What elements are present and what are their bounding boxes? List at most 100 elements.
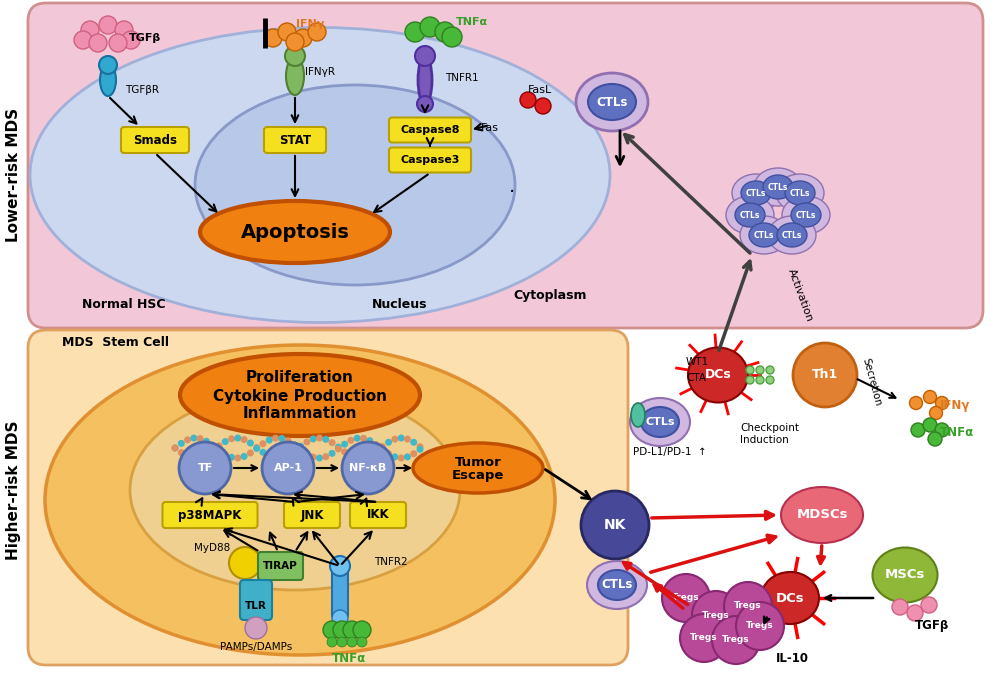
Circle shape: [278, 454, 285, 461]
Circle shape: [404, 454, 411, 460]
Circle shape: [259, 440, 266, 448]
Circle shape: [357, 637, 367, 647]
Text: TIRAP: TIRAP: [263, 561, 297, 571]
Circle shape: [190, 454, 197, 462]
FancyBboxPatch shape: [284, 502, 340, 528]
Text: TNFα: TNFα: [332, 652, 366, 665]
Circle shape: [222, 438, 229, 445]
Text: Tumor: Tumor: [455, 456, 501, 468]
Ellipse shape: [872, 547, 938, 603]
Ellipse shape: [630, 398, 690, 446]
Circle shape: [294, 29, 312, 47]
Circle shape: [335, 443, 342, 451]
Ellipse shape: [45, 345, 555, 655]
Circle shape: [442, 27, 462, 47]
Text: CTA: CTA: [686, 373, 706, 383]
Text: IFNγR: IFNγR: [305, 67, 335, 77]
Circle shape: [347, 452, 354, 459]
Circle shape: [736, 602, 784, 650]
Text: TGFβ: TGFβ: [915, 619, 949, 632]
Text: Cytoplasm: Cytoplasm: [513, 288, 587, 301]
Circle shape: [291, 441, 298, 448]
Text: CTLs: CTLs: [601, 578, 633, 592]
Text: AP-1: AP-1: [274, 463, 302, 473]
Ellipse shape: [418, 56, 432, 104]
FancyBboxPatch shape: [350, 502, 406, 528]
Circle shape: [354, 435, 361, 441]
Circle shape: [322, 453, 329, 460]
Circle shape: [410, 439, 417, 446]
Circle shape: [184, 436, 191, 443]
Ellipse shape: [749, 223, 779, 247]
Ellipse shape: [598, 570, 636, 600]
Circle shape: [285, 452, 292, 458]
Circle shape: [391, 435, 398, 443]
Text: Inflammation: Inflammation: [243, 406, 357, 421]
Circle shape: [322, 436, 329, 443]
Circle shape: [379, 446, 386, 453]
Circle shape: [335, 446, 342, 452]
FancyBboxPatch shape: [162, 502, 258, 528]
Circle shape: [327, 637, 337, 647]
Circle shape: [793, 343, 857, 407]
Text: Induction: Induction: [740, 435, 789, 445]
Circle shape: [712, 616, 760, 664]
Text: CTLs: CTLs: [596, 96, 628, 109]
FancyBboxPatch shape: [258, 552, 303, 580]
Text: Fas: Fas: [481, 123, 499, 133]
FancyBboxPatch shape: [240, 580, 272, 620]
Circle shape: [291, 448, 298, 454]
Circle shape: [391, 454, 398, 460]
Circle shape: [680, 614, 728, 662]
Circle shape: [329, 439, 336, 446]
Circle shape: [373, 448, 380, 455]
Ellipse shape: [768, 216, 816, 254]
FancyBboxPatch shape: [389, 117, 471, 142]
Text: Cytokine Production: Cytokine Production: [213, 388, 387, 404]
Text: Th1: Th1: [812, 369, 838, 381]
Text: Smads: Smads: [133, 133, 177, 146]
Circle shape: [341, 441, 348, 448]
Circle shape: [756, 376, 764, 384]
Ellipse shape: [100, 64, 116, 96]
Text: Secretion: Secretion: [861, 357, 883, 407]
Circle shape: [316, 435, 323, 441]
Circle shape: [354, 454, 361, 461]
Circle shape: [99, 56, 117, 74]
Text: Tregs: Tregs: [702, 611, 730, 619]
Circle shape: [272, 435, 279, 441]
Circle shape: [209, 447, 216, 454]
Text: TNFα: TNFα: [940, 425, 974, 439]
Circle shape: [308, 23, 326, 41]
Circle shape: [241, 436, 248, 443]
Circle shape: [89, 34, 107, 52]
Circle shape: [272, 454, 279, 461]
Circle shape: [347, 637, 357, 647]
Ellipse shape: [200, 201, 390, 263]
Circle shape: [241, 453, 248, 460]
Text: TNFR2: TNFR2: [374, 557, 408, 567]
Text: NF-κB: NF-κB: [349, 463, 387, 473]
Circle shape: [935, 423, 949, 437]
Circle shape: [385, 439, 392, 446]
Circle shape: [921, 597, 937, 613]
Text: Apoptosis: Apoptosis: [241, 222, 349, 241]
Circle shape: [404, 435, 411, 443]
Circle shape: [316, 454, 323, 462]
Circle shape: [746, 376, 754, 384]
Text: DCs: DCs: [705, 369, 731, 381]
Circle shape: [209, 442, 216, 449]
Circle shape: [203, 437, 210, 445]
Circle shape: [190, 435, 197, 441]
Circle shape: [203, 452, 210, 458]
Circle shape: [341, 448, 348, 456]
Circle shape: [74, 31, 92, 49]
Circle shape: [353, 621, 371, 639]
Circle shape: [435, 22, 455, 42]
Circle shape: [398, 435, 405, 441]
Text: STAT: STAT: [279, 133, 311, 146]
Circle shape: [766, 376, 774, 384]
FancyBboxPatch shape: [332, 570, 348, 618]
Circle shape: [385, 450, 392, 457]
Circle shape: [172, 444, 178, 452]
